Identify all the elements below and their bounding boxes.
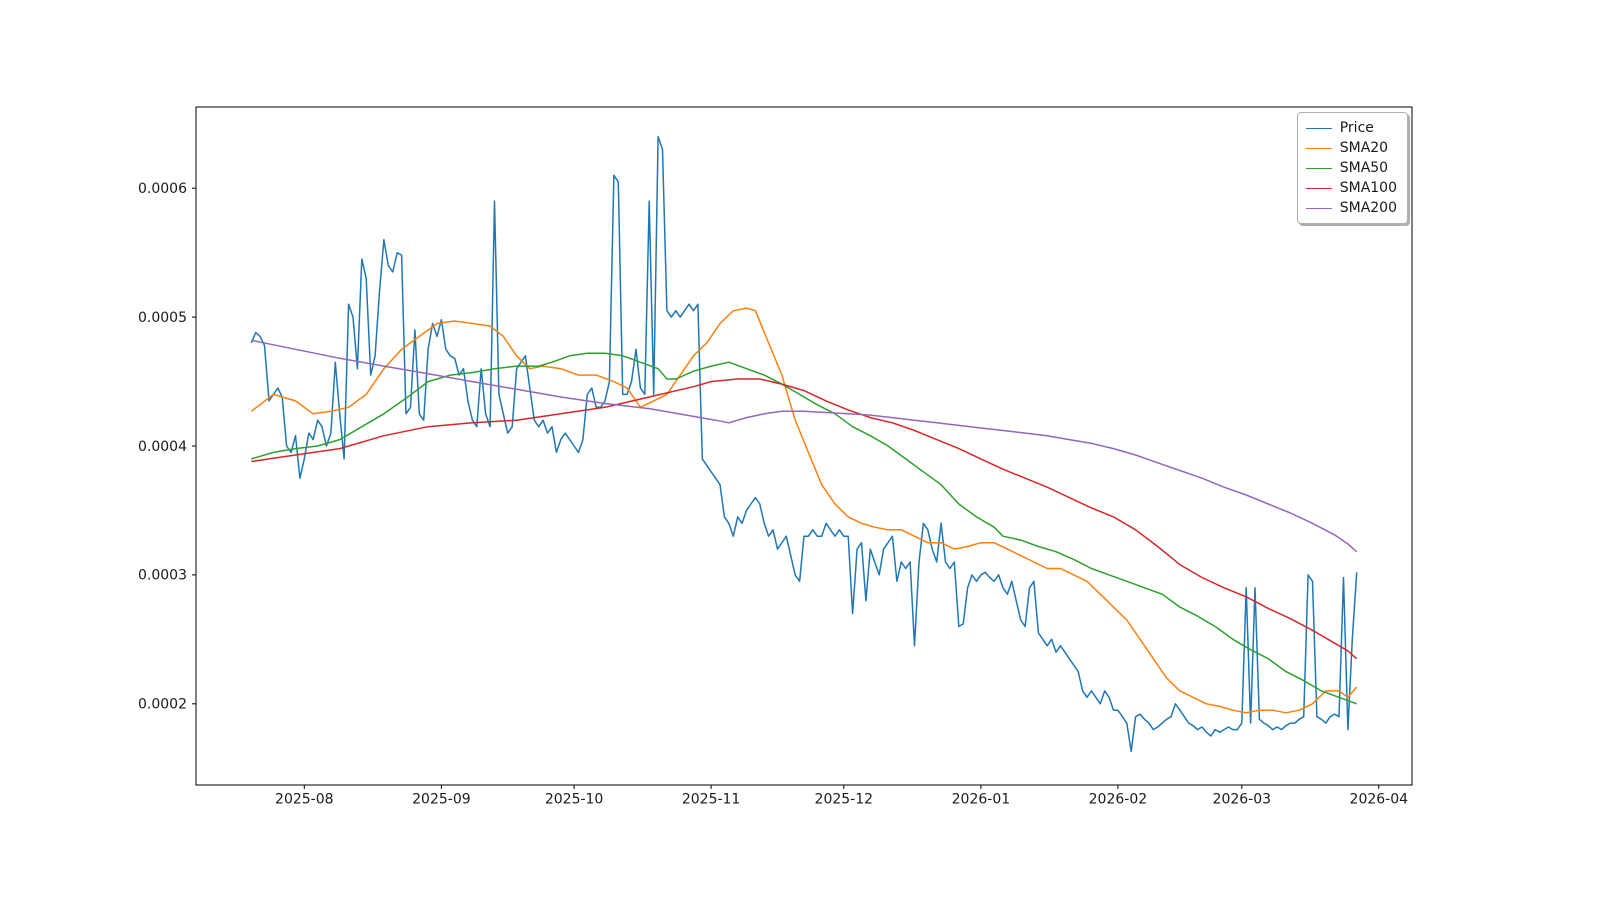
series-line-sma200 [251, 339, 1358, 553]
x-tick-label: 2025-08 [275, 792, 334, 808]
series-line-sma100 [251, 378, 1358, 660]
legend-item-sma200: SMA200 [1305, 198, 1397, 218]
sma200-line-icon [1305, 207, 1332, 209]
legend: Price SMA20 SMA50 SMA100 SMA200 [1296, 112, 1408, 224]
legend-item-price: Price [1305, 118, 1397, 138]
legend-item-sma20: SMA20 [1305, 138, 1397, 158]
legend-label-sma200: SMA200 [1339, 200, 1397, 216]
x-tick-label: 2025-11 [682, 792, 741, 808]
legend-item-sma50: SMA50 [1305, 158, 1397, 178]
x-tick-label: 2026-02 [1089, 792, 1148, 808]
y-tick-label: 0.0005 [138, 310, 187, 326]
sma20-line-icon [1305, 147, 1332, 149]
x-tick-label: 2026-01 [952, 792, 1011, 808]
axes-frame [195, 106, 1413, 786]
x-tick-label: 2025-09 [412, 792, 471, 808]
x-tick-label: 2026-04 [1350, 792, 1409, 808]
x-tick-label: 2025-10 [545, 792, 604, 808]
x-tick-label: 2026-03 [1213, 792, 1272, 808]
series-line-price [250, 135, 1358, 753]
y-tick-label: 0.0002 [138, 697, 187, 713]
legend-label-sma100: SMA100 [1339, 180, 1397, 196]
series-line-sma50 [251, 352, 1357, 705]
sma100-line-icon [1305, 187, 1332, 189]
legend-label-price: Price [1339, 120, 1374, 136]
price-line-icon [1305, 127, 1332, 129]
sma50-line-icon [1305, 167, 1332, 169]
series-line-sma20 [250, 307, 1358, 714]
y-tick-label: 0.0006 [138, 181, 187, 197]
legend-label-sma20: SMA20 [1339, 140, 1389, 156]
y-tick-label: 0.0003 [138, 568, 187, 584]
x-tick-label: 2025-12 [815, 792, 874, 808]
y-tick-label: 0.0004 [138, 439, 187, 455]
legend-item-sma100: SMA100 [1305, 178, 1397, 198]
legend-label-sma50: SMA50 [1339, 160, 1389, 176]
